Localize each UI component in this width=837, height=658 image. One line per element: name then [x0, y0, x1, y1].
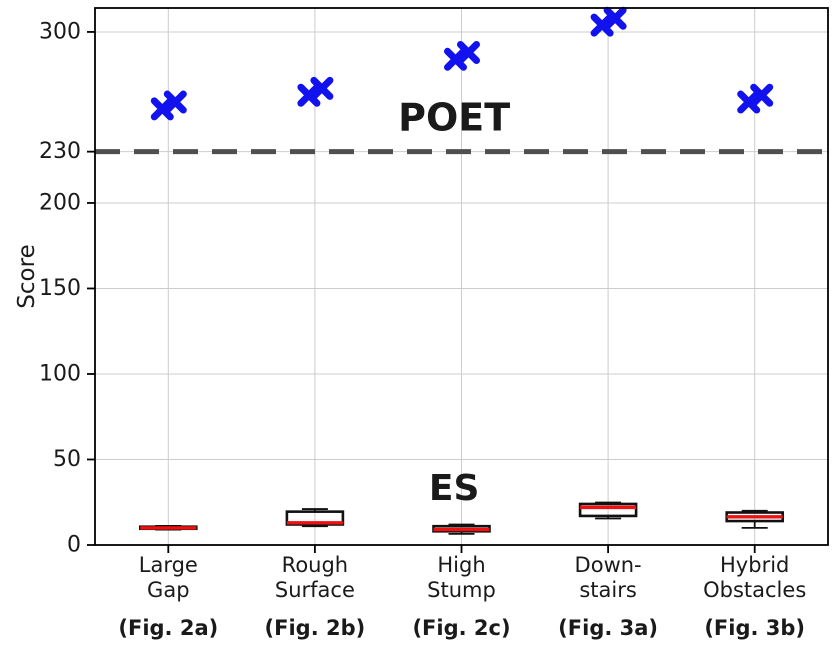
poet-x-marker	[590, 13, 614, 37]
x-tick-label-line2: stairs	[579, 578, 636, 602]
y-tick-label: 0	[67, 533, 81, 558]
y-tick-label: 300	[39, 19, 81, 44]
x-tick-label-line1: High	[437, 553, 485, 577]
poet-x-marker	[750, 83, 774, 107]
x-tick-label-line2: Gap	[147, 578, 189, 602]
poet-x-marker	[457, 40, 480, 64]
poet-x-marker	[444, 47, 467, 71]
fig-reference-label: (Fig. 3a)	[558, 616, 658, 640]
poet-x-marker	[737, 90, 761, 114]
poet-x-marker	[163, 90, 187, 114]
y-axis-label: Score	[14, 244, 40, 308]
fig-reference-label: (Fig. 3b)	[704, 616, 805, 640]
es-box	[285, 510, 345, 526]
annotation-poet: POET	[398, 95, 510, 139]
y-tick-label: 150	[39, 276, 81, 301]
x-tick-label-line1: Hybrid	[720, 553, 789, 577]
poet-x-marker	[603, 6, 627, 30]
es-box	[578, 502, 638, 518]
fig-reference-label: (Fig. 2b)	[265, 616, 366, 640]
annotation-es: ES	[429, 468, 480, 509]
y-tick-label: 200	[39, 190, 81, 215]
poet-x-marker	[297, 83, 321, 107]
fig-reference-label: (Fig. 2c)	[412, 616, 510, 640]
x-tick-label-line1: Large	[139, 553, 198, 577]
x-tick-label-line1: Rough	[282, 553, 348, 577]
poet-x-marker	[150, 97, 174, 121]
y-tick-label: 230	[39, 139, 81, 164]
x-tick-label-line1: Down-	[575, 553, 642, 577]
y-tick-label: 50	[53, 447, 81, 472]
poet-x-marker	[310, 76, 334, 100]
x-tick-label-line2: Stump	[427, 578, 496, 602]
x-tick-label-line2: Obstacles	[703, 578, 806, 602]
fig-reference-label: (Fig. 2a)	[118, 616, 218, 640]
y-tick-label: 100	[39, 361, 81, 386]
x-tick-label-line2: Surface	[275, 578, 355, 602]
